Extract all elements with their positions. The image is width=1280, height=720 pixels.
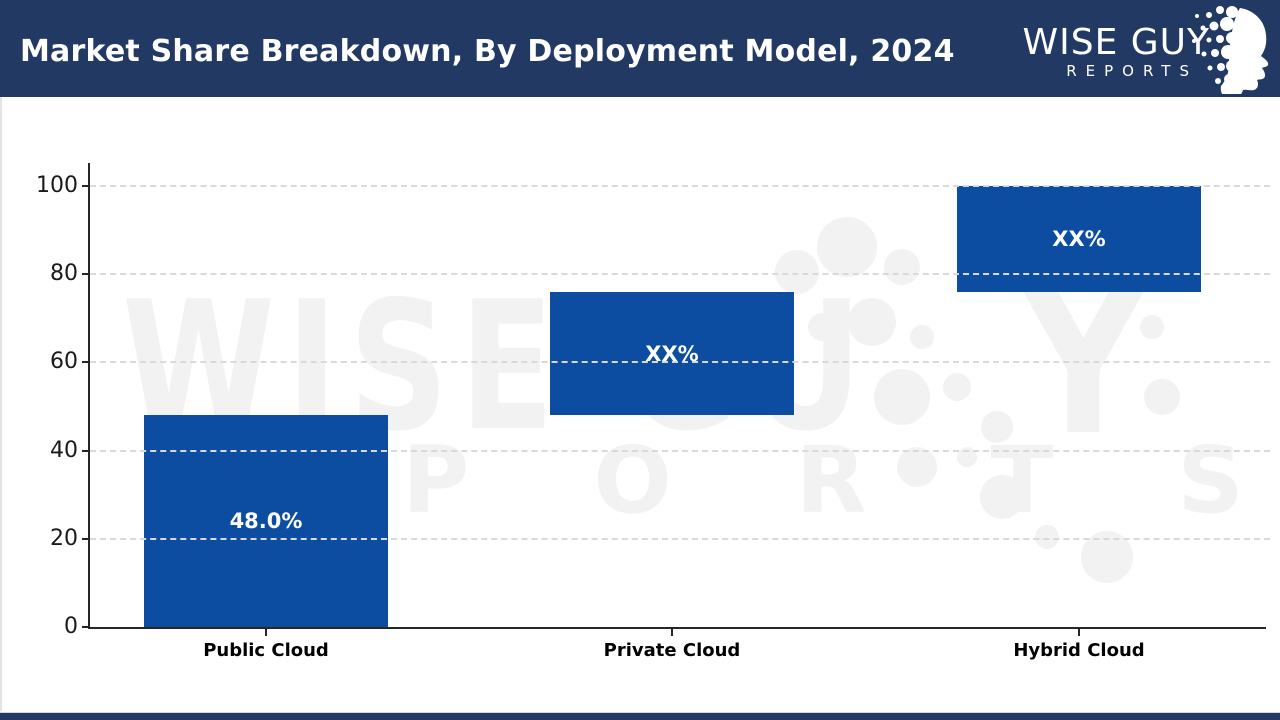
- y-axis-label-40: 40: [50, 437, 78, 463]
- footer-bar: [0, 712, 1280, 720]
- bar-private-cloud: XX%: [550, 291, 794, 416]
- y-axis-label-80: 80: [50, 261, 78, 287]
- y-tick-80: [82, 273, 90, 276]
- gridline-100: [90, 185, 1270, 187]
- chart-canvas: WISE GU Y P O R T S: [0, 97, 1280, 711]
- watermark-reports-text: P O R T S: [402, 427, 1280, 534]
- y-axis-label-60: 60: [50, 349, 78, 375]
- x-axis-label-0: Public Cloud: [203, 640, 329, 661]
- bar-hybrid-cloud: XX%: [957, 186, 1201, 292]
- gridline-40: [90, 449, 1270, 452]
- logo-subtext: REPORTS: [1066, 62, 1198, 80]
- y-axis-label-0: 0: [64, 614, 78, 639]
- x-axis-spine: [88, 627, 1266, 629]
- y-axis-label-20: 20: [50, 525, 78, 551]
- gridline-80: [90, 273, 1270, 276]
- x-tick-0: [265, 629, 267, 636]
- x-axis-label-2: Hybrid Cloud: [1013, 640, 1145, 661]
- bar-value-label: XX%: [1052, 226, 1106, 251]
- bar-value-label: 48.0%: [229, 509, 303, 534]
- y-tick-60: [82, 361, 90, 364]
- y-tick-20: [82, 537, 90, 540]
- wiseguy-logo: WISE GUY REPORTS: [1022, 0, 1272, 97]
- logo-wordmark: WISE GUY: [1022, 22, 1210, 63]
- y-tick-100: [82, 185, 90, 187]
- page-title: Market Share Breakdown, By Deployment Mo…: [20, 34, 955, 69]
- y-tick-0: [82, 626, 90, 628]
- x-tick-2: [1078, 629, 1080, 636]
- x-axis-label-1: Private Cloud: [603, 640, 741, 661]
- watermark-dotted-head: [775, 217, 1180, 583]
- header-bar: Market Share Breakdown, By Deployment Mo…: [0, 0, 1280, 97]
- gridline-20: [90, 537, 1270, 540]
- y-axis-spine: [88, 163, 90, 629]
- gridline-60: [90, 361, 1270, 364]
- y-tick-40: [82, 449, 90, 452]
- wiseguy-head-icon: [1192, 6, 1269, 94]
- y-axis-label-100: 100: [36, 173, 78, 198]
- bar-public-cloud: 48.0%: [144, 415, 388, 627]
- x-tick-1: [671, 629, 673, 636]
